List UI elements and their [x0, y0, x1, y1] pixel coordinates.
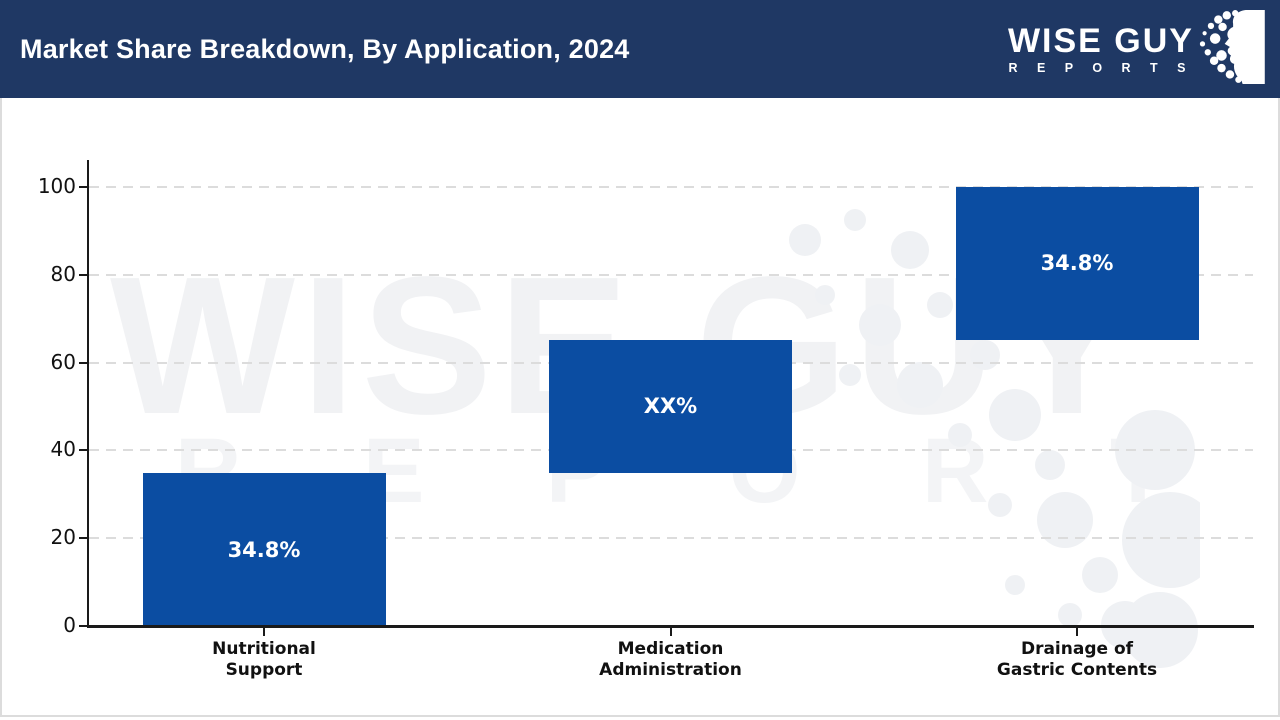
- logo-wordmark-line2: R E P O R T S: [1008, 60, 1194, 75]
- y-tick-label-20: 20: [50, 525, 76, 550]
- wise-guy-reports-logo: WISE GUY R E P O R T S: [1008, 9, 1266, 89]
- y-tick-label-80: 80: [50, 261, 76, 286]
- x-tick: [1076, 628, 1078, 636]
- bar-value-label: 34.8%: [1040, 251, 1114, 276]
- category-label-line: Medication: [617, 639, 724, 659]
- category-label-line: Support: [225, 660, 303, 680]
- category-label: Medication Administration: [521, 639, 821, 681]
- bar-segment: 34.8%: [142, 473, 386, 626]
- logo-wordmark: WISE GUY R E P O R T S: [1008, 24, 1194, 75]
- header-bar: Market Share Breakdown, By Application, …: [0, 0, 1280, 98]
- bar-value-label: 34.8%: [227, 537, 301, 562]
- gridline-y80: [89, 273, 1253, 276]
- y-axis-line: [87, 160, 89, 628]
- logo-wordmark-line1: WISE GUY: [1007, 21, 1194, 60]
- y-tick-20: [79, 537, 88, 540]
- x-tick: [669, 628, 672, 636]
- y-tick-label-60: 60: [50, 349, 76, 374]
- category-label-line: Drainage of: [1020, 639, 1134, 659]
- y-tick-80: [79, 273, 88, 276]
- x-axis-line: [87, 625, 1254, 628]
- bar-segment: 34.8%: [955, 187, 1199, 340]
- x-tick: [263, 628, 265, 636]
- page-title: Market Share Breakdown, By Application, …: [20, 33, 630, 64]
- gridline-y100: [89, 186, 1253, 188]
- category-label-line: Administration: [599, 660, 742, 680]
- y-tick-40: [79, 449, 88, 452]
- category-label: Drainage of Gastric Contents: [927, 639, 1227, 681]
- y-tick-label-40: 40: [50, 437, 76, 462]
- y-tick-label-0: 0: [63, 613, 76, 637]
- y-tick-60: [79, 361, 88, 364]
- bar-segment: XX%: [549, 339, 792, 474]
- y-tick-100: [79, 186, 88, 188]
- y-tick-0: [79, 625, 88, 627]
- category-label-line: Nutritional: [212, 639, 316, 659]
- bar-value-label: XX%: [643, 394, 698, 419]
- y-tick-label-100: 100: [37, 174, 76, 198]
- category-label-line: Gastric Contents: [996, 660, 1158, 680]
- face-profile-dots-icon: [1196, 9, 1266, 89]
- gridline-y20: [89, 537, 1253, 540]
- category-label: Nutritional Support: [114, 639, 414, 681]
